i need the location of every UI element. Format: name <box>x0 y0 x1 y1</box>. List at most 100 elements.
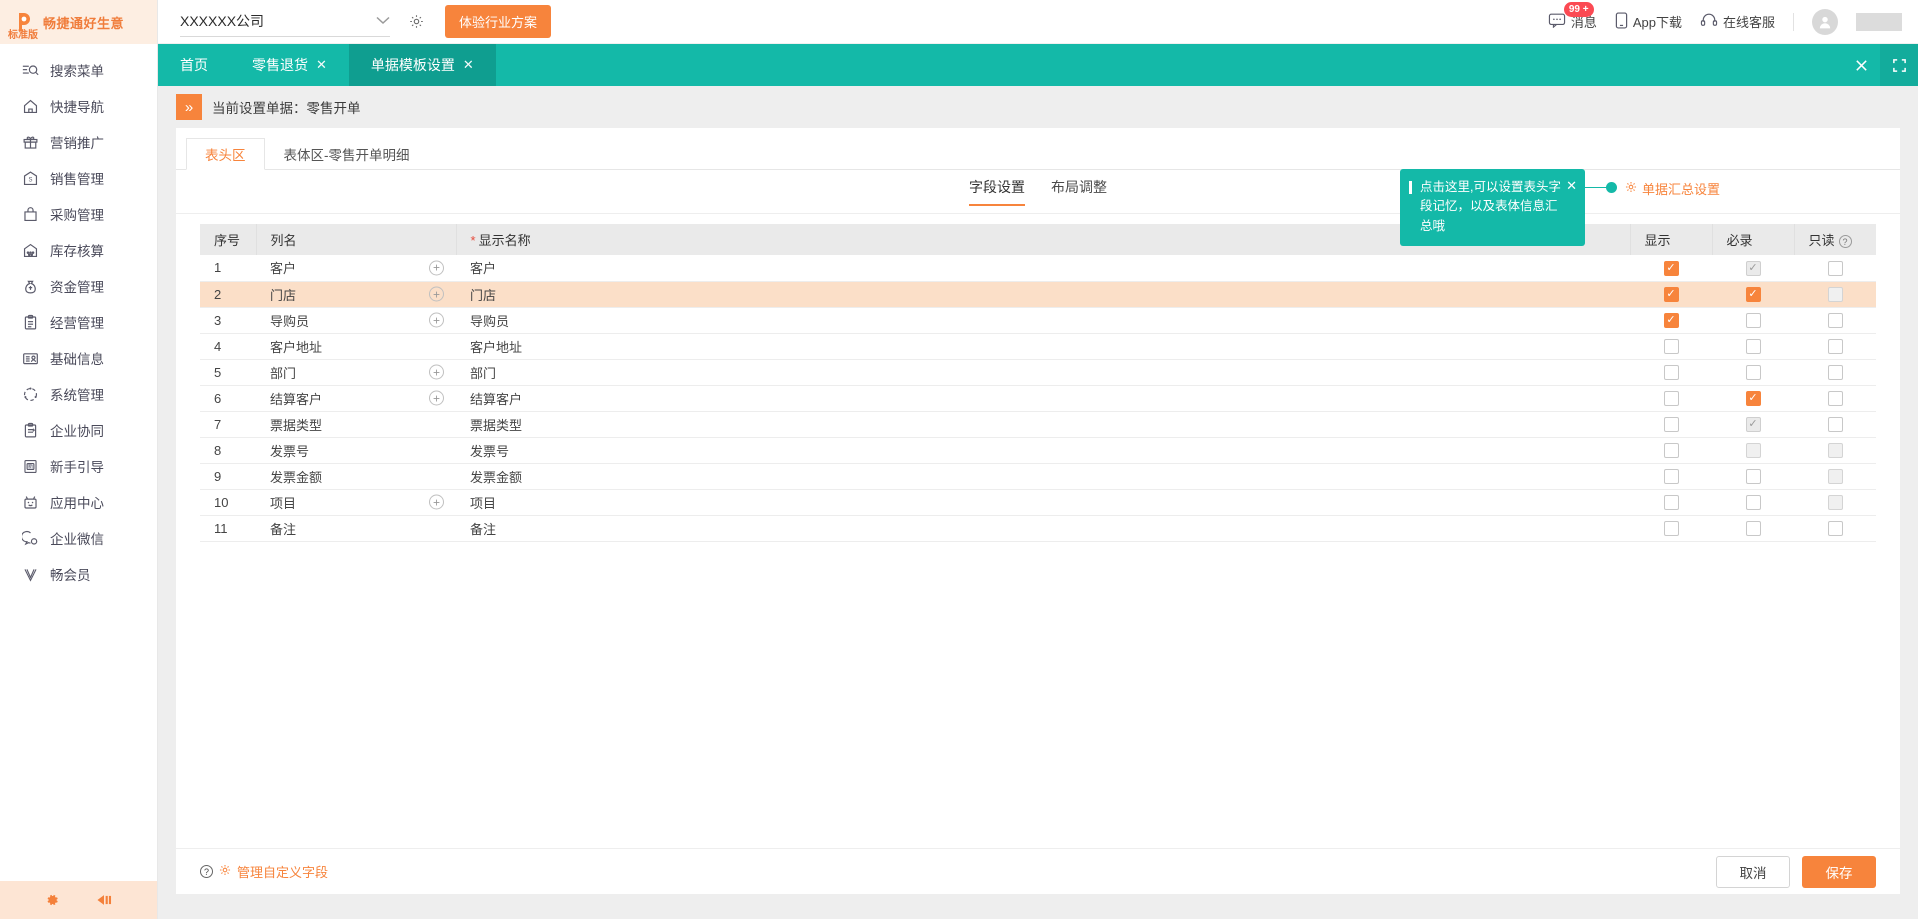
show-checkbox[interactable] <box>1663 260 1679 276</box>
plus-icon[interactable]: + <box>429 312 444 328</box>
question-icon[interactable]: ? <box>1838 235 1852 249</box>
required-checkbox[interactable] <box>1745 339 1761 355</box>
tab-home[interactable]: 首页 <box>158 44 230 86</box>
gear-icon[interactable] <box>408 13 425 30</box>
table-row[interactable]: 10 项目 + 项目 <box>200 489 1876 516</box>
sidebar-item-basic-info[interactable]: 基础信息 <box>0 340 157 376</box>
sidebar-item-funds[interactable]: 资金管理 <box>0 268 157 304</box>
show-checkbox[interactable] <box>1663 287 1679 303</box>
close-icon[interactable]: ✕ <box>316 57 327 72</box>
cancel-button[interactable]: 取消 <box>1716 855 1790 888</box>
required-checkbox[interactable] <box>1745 391 1761 407</box>
save-button[interactable]: 保存 <box>1802 855 1876 888</box>
sidebar-item-collaboration[interactable]: 企业协同 <box>0 412 157 448</box>
readonly-checkbox[interactable] <box>1827 521 1843 537</box>
table-row[interactable]: 2 门店 + 门店 <box>200 281 1876 308</box>
online-support-button[interactable]: 在线客服 <box>1700 12 1775 31</box>
plus-icon[interactable]: + <box>429 286 444 302</box>
table-row[interactable]: 1 客户 + 客户 <box>200 255 1876 282</box>
show-checkbox[interactable] <box>1663 495 1679 511</box>
required-checkbox[interactable] <box>1745 313 1761 329</box>
sidebar: 畅捷通好生意 标准版 搜索菜单 快捷导航 <box>0 0 158 919</box>
logo-icon <box>14 10 38 34</box>
card-tab-header-area[interactable]: 表头区 <box>186 138 265 170</box>
show-checkbox[interactable] <box>1663 339 1679 355</box>
sidebar-item-sales[interactable]: S 销售管理 <box>0 160 157 196</box>
show-checkbox[interactable] <box>1663 391 1679 407</box>
manage-custom-fields-link[interactable]: ? 管理自定义字段 <box>200 862 328 881</box>
readonly-checkbox[interactable] <box>1827 260 1843 276</box>
cell-display[interactable]: 发票金额 <box>456 463 1630 490</box>
show-checkbox[interactable] <box>1663 365 1679 381</box>
avatar[interactable] <box>1812 8 1838 35</box>
required-checkbox[interactable] <box>1745 495 1761 511</box>
table-row[interactable]: 5 部门 + 部门 <box>200 359 1876 386</box>
cell-display[interactable]: 票据类型 <box>456 411 1630 438</box>
tab-doc-template-settings[interactable]: 单据模板设置 ✕ <box>348 44 496 86</box>
readonly-checkbox[interactable] <box>1827 417 1843 433</box>
sidebar-item-inventory[interactable]: 库存核算 <box>0 232 157 268</box>
sidebar-item-search[interactable]: 搜索菜单 <box>0 52 157 88</box>
sidebar-item-new-guide[interactable]: 新 新手引导 <box>0 448 157 484</box>
sidebar-item-marketing[interactable]: 营销推广 <box>0 124 157 160</box>
plus-icon[interactable]: + <box>429 260 444 276</box>
show-checkbox[interactable] <box>1663 521 1679 537</box>
close-icon[interactable] <box>1842 44 1880 86</box>
sidebar-item-wecom[interactable]: 企业微信 <box>0 520 157 556</box>
cell-display[interactable]: 客户 <box>456 255 1630 282</box>
sidebar-item-operations[interactable]: 经营管理 <box>0 304 157 340</box>
cell-display[interactable]: 发票号 <box>456 437 1630 464</box>
plus-icon[interactable]: + <box>429 364 444 380</box>
readonly-checkbox[interactable] <box>1827 365 1843 381</box>
company-selector[interactable]: XXXXXX公司 <box>180 7 390 37</box>
cell-display[interactable]: 部门 <box>456 359 1630 386</box>
required-checkbox[interactable] <box>1745 287 1761 303</box>
table-row[interactable]: 9 发票金额 发票金额 <box>200 463 1876 490</box>
sidebar-item-purchase[interactable]: 采购管理 <box>0 196 157 232</box>
card-tab-body-area[interactable]: 表体区-零售开单明细 <box>265 137 429 169</box>
collapse-icon[interactable] <box>95 893 113 907</box>
sidebar-item-vip[interactable]: 畅会员 <box>0 556 157 592</box>
show-checkbox[interactable] <box>1663 313 1679 329</box>
experience-solution-button[interactable]: 体验行业方案 <box>445 5 552 38</box>
sidebar-item-quick-nav[interactable]: 快捷导航 <box>0 88 157 124</box>
show-checkbox[interactable] <box>1663 443 1679 459</box>
required-checkbox[interactable] <box>1745 521 1761 537</box>
table-row[interactable]: 6 结算客户 + 结算客户 <box>200 385 1876 412</box>
sidebar-item-system[interactable]: 系统管理 <box>0 376 157 412</box>
cell-display[interactable]: 备注 <box>456 515 1630 542</box>
messages-button[interactable]: 消息 99 + <box>1548 2 1597 31</box>
cell-display[interactable]: 客户地址 <box>456 333 1630 360</box>
close-icon[interactable]: ✕ <box>1566 178 1577 193</box>
doc-summary-settings-link[interactable]: 单据汇总设置 <box>1624 179 1720 198</box>
cell-display[interactable]: 项目 <box>456 489 1630 516</box>
table-row[interactable]: 11 备注 备注 <box>200 515 1876 542</box>
table-row[interactable]: 4 客户地址 客户地址 <box>200 333 1876 360</box>
close-icon[interactable]: ✕ <box>462 57 474 72</box>
fullscreen-icon[interactable] <box>1880 44 1918 86</box>
table-row[interactable]: 3 导购员 + 导购员 <box>200 307 1876 334</box>
expand-chevron-icon[interactable]: » <box>176 94 202 120</box>
plus-icon[interactable]: + <box>429 494 444 510</box>
readonly-checkbox[interactable] <box>1827 391 1843 407</box>
sidebar-item-app-center[interactable]: 应用中心 <box>0 484 157 520</box>
gear-icon[interactable] <box>44 892 60 908</box>
app-download-button[interactable]: App下载 <box>1615 11 1682 32</box>
plus-icon[interactable]: + <box>429 390 444 406</box>
show-checkbox[interactable] <box>1663 469 1679 485</box>
show-checkbox[interactable] <box>1663 417 1679 433</box>
cell-display[interactable]: 门店 <box>456 281 1630 308</box>
required-checkbox[interactable] <box>1745 365 1761 381</box>
required-checkbox[interactable] <box>1745 469 1761 485</box>
table-row[interactable]: 8 发票号 发票号 <box>200 437 1876 464</box>
readonly-checkbox[interactable] <box>1827 313 1843 329</box>
cell-display[interactable]: 导购员 <box>456 307 1630 334</box>
tab-retail-return[interactable]: 零售退货 ✕ <box>230 44 349 86</box>
segment-layout-adjust[interactable]: 布局调整 <box>1051 179 1107 195</box>
cell-display[interactable]: 结算客户 <box>456 385 1630 412</box>
table-row[interactable]: 7 票据类型 票据类型 <box>200 411 1876 438</box>
cell-show <box>1630 255 1712 282</box>
sidebar-item-label: 基础信息 <box>50 352 104 367</box>
readonly-checkbox[interactable] <box>1827 339 1843 355</box>
segment-field-settings[interactable]: 字段设置 <box>969 177 1025 206</box>
